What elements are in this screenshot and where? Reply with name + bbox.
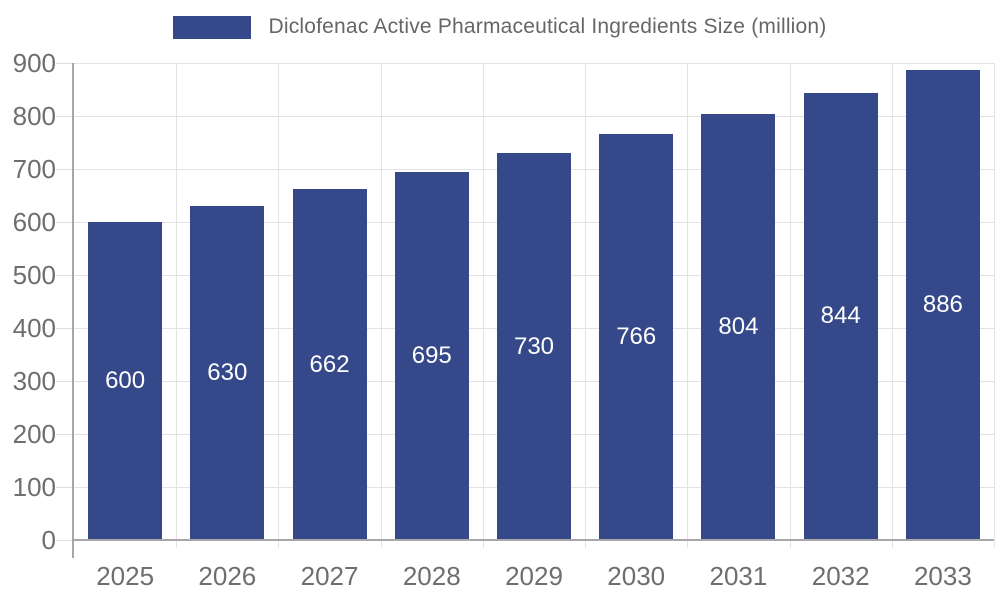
bar-value-label: 886 — [922, 291, 963, 319]
x-axis-label: 2026 — [198, 561, 257, 591]
y-axis-tick-label: 500 — [12, 260, 56, 290]
x-gridline — [891, 63, 893, 548]
y-axis-tick-label: 800 — [12, 101, 56, 131]
y-axis-tick — [56, 434, 74, 435]
bar-2026: 630 — [190, 206, 265, 539]
x-gridline — [687, 63, 689, 548]
y-axis-tick-label: 700 — [12, 154, 56, 184]
bar-value-label: 600 — [105, 367, 146, 394]
y-axis-tick — [56, 381, 74, 382]
y-axis-tick-label: 600 — [12, 207, 56, 237]
y-axis-tick — [56, 63, 74, 64]
y-axis-tick — [56, 222, 74, 223]
x-axis-label: 2025 — [96, 561, 155, 591]
bar-value-label: 630 — [207, 359, 248, 387]
y-axis-tick — [56, 487, 74, 488]
x-axis-label: 2028 — [402, 561, 461, 591]
y-axis-tick-label: 300 — [12, 366, 56, 396]
x-axis-label: 2027 — [300, 561, 359, 591]
bar-2029: 730 — [497, 153, 571, 539]
y-axis-line — [72, 63, 74, 558]
y-axis-tick-label: 0 — [41, 525, 56, 555]
y-axis-tick — [56, 328, 74, 329]
y-axis-tick — [56, 540, 74, 541]
x-axis-label: 2029 — [505, 561, 563, 591]
y-axis-tick — [56, 275, 74, 276]
y-axis-tick-label: 900 — [12, 48, 56, 78]
bar-value-label: 804 — [718, 312, 759, 340]
bar-value-label: 766 — [616, 323, 657, 350]
bar-2025: 600 — [88, 222, 163, 539]
y-axis-tick-label: 200 — [12, 419, 56, 449]
x-gridline — [585, 63, 587, 548]
chart-legend[interactable]: Diclofenac Active Pharmaceutical Ingredi… — [0, 15, 1000, 39]
bar-2028: 695 — [394, 171, 469, 539]
bar-value-label: 695 — [411, 341, 452, 369]
y-axis-tick-label: 400 — [12, 313, 56, 343]
x-axis-line — [74, 539, 994, 541]
bar-2033: 886 — [905, 70, 980, 539]
x-gridline — [380, 63, 382, 548]
x-axis-label: 2032 — [811, 561, 870, 591]
legend-swatch — [173, 15, 252, 39]
x-gridline — [482, 63, 484, 548]
bar-value-label: 730 — [513, 332, 555, 360]
x-gridline — [176, 63, 178, 548]
x-gridline — [994, 63, 995, 548]
bar-2032: 844 — [803, 92, 878, 539]
bar-2027: 662 — [292, 189, 367, 539]
x-gridline — [278, 63, 280, 548]
y-axis-tick-label: 100 — [12, 472, 56, 502]
x-axis-label: 2033 — [913, 561, 972, 591]
y-axis-tick — [56, 169, 74, 170]
bar-2030: 766 — [599, 134, 674, 539]
bar-value-label: 662 — [309, 350, 350, 378]
x-gridline — [789, 63, 791, 548]
x-axis-label: 2030 — [607, 561, 666, 591]
legend-label: Diclofenac Active Pharmaceutical Ingredi… — [268, 15, 827, 38]
y-gridline — [74, 116, 994, 117]
y-axis-tick — [56, 116, 74, 117]
bar-2031: 804 — [701, 113, 776, 539]
x-axis-label: 2031 — [709, 561, 768, 591]
y-gridline — [74, 63, 994, 64]
bar-value-label: 844 — [820, 302, 861, 330]
